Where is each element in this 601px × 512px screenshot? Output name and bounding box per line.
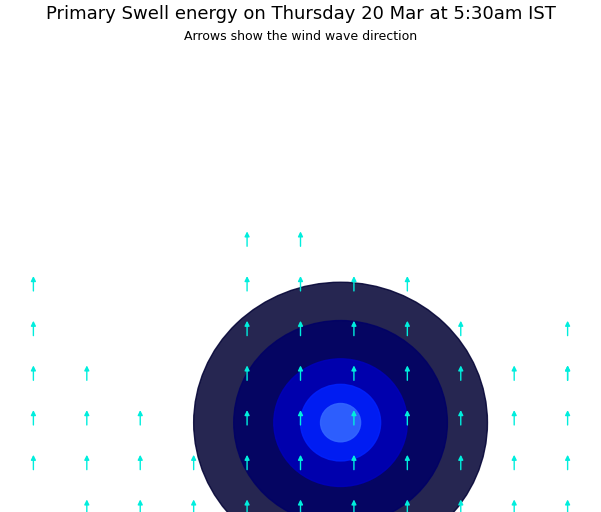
Circle shape [320,403,361,442]
Text: Arrows show the wind wave direction: Arrows show the wind wave direction [184,30,417,44]
Circle shape [234,321,447,512]
Circle shape [274,359,407,486]
Circle shape [300,385,380,461]
Text: Primary Swell energy on Thursday 20 Mar at 5:30am IST: Primary Swell energy on Thursday 20 Mar … [46,5,555,23]
Circle shape [194,282,487,512]
